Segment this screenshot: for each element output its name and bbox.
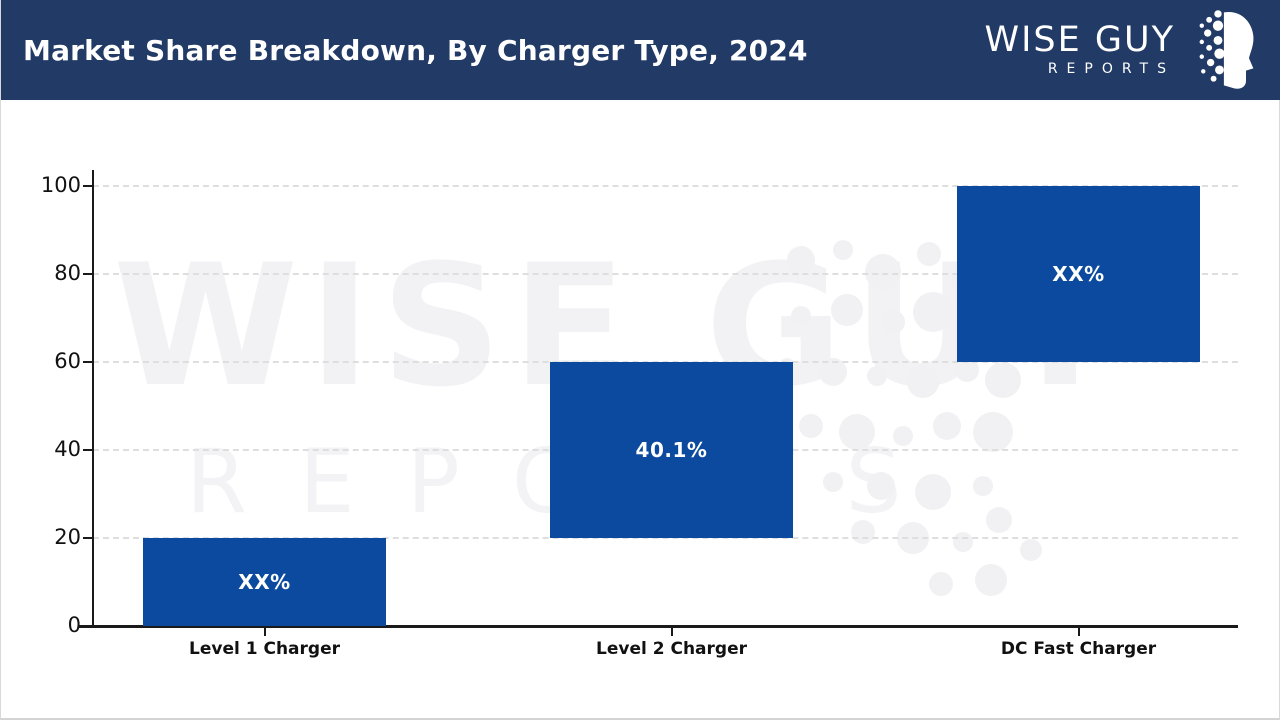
logo-reports-text: REPORTS xyxy=(1047,61,1175,77)
y-tick-80 xyxy=(83,273,93,275)
bar-value-label-1: XX% xyxy=(238,570,291,594)
x-category-label-2: Level 2 Charger xyxy=(596,639,747,659)
bar-3: XX% xyxy=(957,186,1200,362)
gridline-80 xyxy=(93,273,1238,275)
y-tick-label-0: 0 xyxy=(67,613,81,637)
page-title: Market Share Breakdown, By Charger Type,… xyxy=(23,33,808,67)
x-category-label-1: Level 1 Charger xyxy=(189,639,340,659)
y-tick-label-20: 20 xyxy=(54,525,81,549)
x-category-label-3: DC Fast Charger xyxy=(1000,639,1157,659)
bar-1: XX% xyxy=(143,538,386,626)
y-tick-label-100: 100 xyxy=(40,173,81,197)
bar-2: 40.1% xyxy=(550,362,793,538)
gridline-20 xyxy=(93,537,1238,539)
y-tick-60 xyxy=(83,361,93,363)
y-tick-label-60: 60 xyxy=(54,349,81,373)
x-tick-2 xyxy=(670,627,673,636)
bar-value-label-2: 40.1% xyxy=(635,438,708,462)
y-tick-20 xyxy=(83,537,93,539)
y-tick-label-40: 40 xyxy=(54,437,81,461)
logo-wiseguy-text: WISE GUY xyxy=(984,20,1175,60)
wise-guy-reports-logo: WISE GUY REPORTS xyxy=(984,8,1280,92)
logo-head-icon xyxy=(1199,10,1254,89)
y-tick-40 xyxy=(83,449,93,451)
x-tick-1 xyxy=(263,627,266,636)
logo-text: WISE GUY REPORTS xyxy=(984,20,1175,78)
gridline-100 xyxy=(93,185,1238,187)
x-axis-line xyxy=(79,625,1238,628)
y-tick-label-80: 80 xyxy=(54,261,81,285)
y-tick-100 xyxy=(83,185,93,187)
bar-value-label-3: XX% xyxy=(1052,262,1105,286)
x-tick-3 xyxy=(1077,627,1080,636)
header-bar: Market Share Breakdown, By Charger Type,… xyxy=(1,0,1280,100)
y-axis-line xyxy=(92,170,94,628)
